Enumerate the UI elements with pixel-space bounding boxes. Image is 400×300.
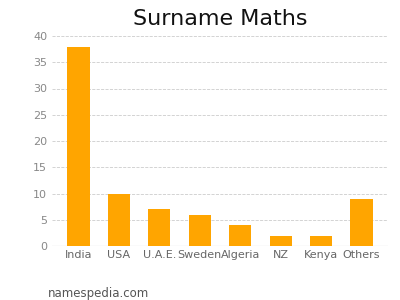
Bar [310,236,332,246]
Bar [148,209,170,246]
Bar [108,194,130,246]
Bar [270,236,292,246]
Bar [229,225,251,246]
Bar [67,46,90,246]
Bar [350,199,373,246]
Title: Surname Maths: Surname Maths [133,9,307,29]
Text: namespedia.com: namespedia.com [48,287,149,300]
Bar [189,214,211,246]
